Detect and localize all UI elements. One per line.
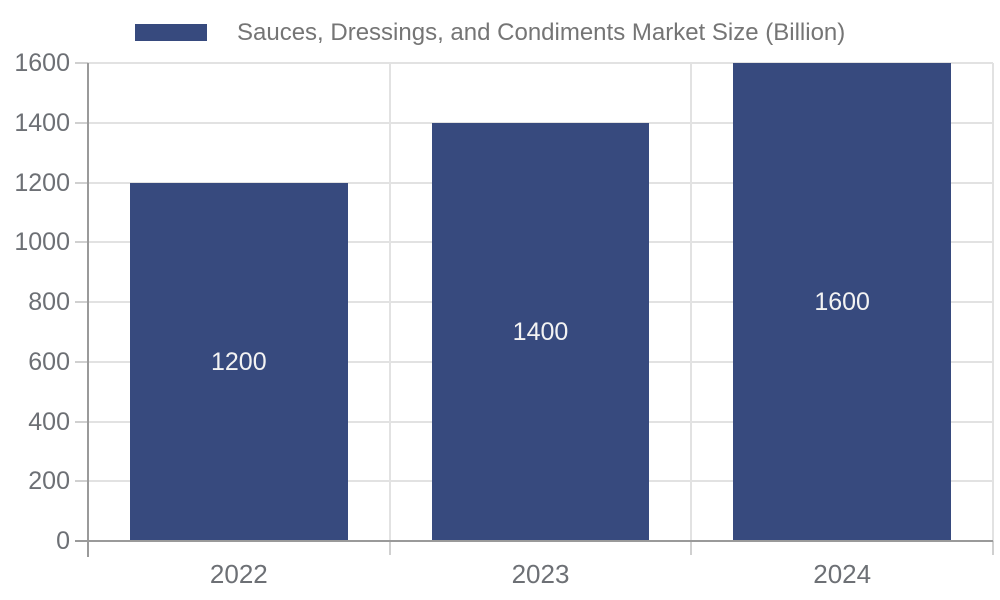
v-gridline [690,63,693,541]
x-tick-label: 2022 [209,559,268,589]
v-gridline [388,63,391,541]
x-tick-mark [388,541,391,555]
y-tick-label: 1600 [14,49,70,77]
x-tick-mark [992,541,994,555]
x-tick-label: 2024 [813,559,872,589]
bar-2024[interactable] [733,63,952,541]
bar-2023[interactable] [431,122,650,541]
plot-area: 0 200 400 600 800 1000 1200 1400 1600 1200 2022 140… [14,49,994,589]
y-tick-mark [75,181,88,184]
legend[interactable]: Sauces, Dressings, and Condiments Market… [135,14,845,51]
y-tick-label: 800 [28,288,70,316]
bar-value-label: 1200 [211,347,267,376]
y-tick-label: 1400 [14,108,70,137]
y-tick-label: 0 [56,527,70,555]
y-tick-mark [75,121,88,124]
x-tick-mark [690,541,693,555]
y-tick-mark [75,420,88,423]
y-tick-mark [75,241,88,244]
v-gridline [992,63,994,541]
x-tick-label: 2023 [511,559,570,589]
y-tick-mark [75,301,88,303]
legend-label: Sauces, Dressings, and Condiments Market… [237,18,846,46]
y-tick-mark [75,360,88,363]
bar-2022[interactable] [129,182,348,541]
y-tick-label: 600 [28,347,70,376]
bar-value-label: 1600 [814,288,870,316]
y-tick-label: 1200 [14,168,70,197]
y-tick-mark [75,480,88,483]
y-tick-label: 400 [28,407,70,436]
y-tick-label: 200 [28,467,70,496]
bar-value-label: 1400 [512,317,569,346]
legend-swatch [135,24,207,41]
x-axis-line [75,540,993,542]
y-tick-mark [75,62,88,64]
y-tick-label: 1000 [14,228,70,257]
h-gridline [88,62,993,64]
y-axis-line [87,63,89,557]
